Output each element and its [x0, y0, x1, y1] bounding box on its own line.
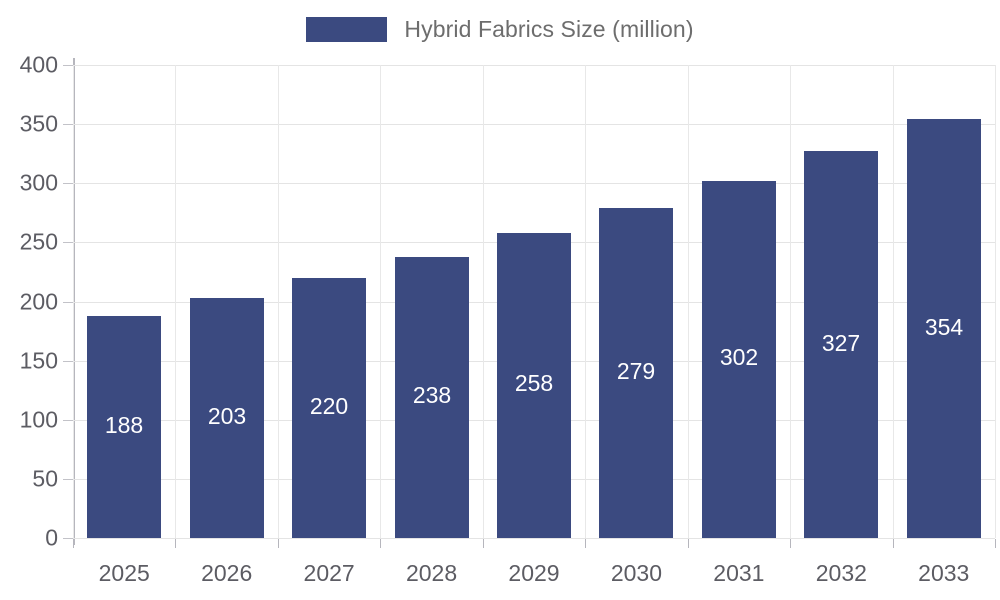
bar[interactable]: 258 — [497, 232, 571, 538]
y-axis-tick-label: 350 — [19, 110, 58, 137]
x-axis-tick-mark — [790, 539, 792, 548]
y-axis-tick-label: 250 — [19, 228, 58, 255]
y-axis-tick-label: 300 — [19, 169, 58, 196]
y-axis-tick-label: 50 — [32, 465, 58, 492]
bar[interactable]: 279 — [599, 208, 673, 538]
gridline-horizontal — [73, 65, 995, 66]
x-axis-tick-mark — [380, 539, 382, 548]
x-axis-tick-mark — [995, 539, 996, 548]
x-axis-tick-mark — [482, 539, 484, 548]
gridline-vertical — [585, 65, 586, 538]
bar-value-label: 238 — [412, 382, 452, 409]
x-axis-tick-label: 2028 — [405, 560, 458, 586]
bar-value-label: 188 — [104, 411, 144, 438]
bar[interactable]: 220 — [292, 277, 366, 538]
y-axis-tick-mark — [63, 478, 73, 480]
bar-value-label: 327 — [821, 329, 861, 356]
y-axis-tick-mark — [63, 419, 73, 421]
bar[interactable]: 354 — [907, 119, 981, 538]
y-axis-tick-mark — [63, 124, 73, 126]
legend-color-swatch-icon — [306, 16, 388, 42]
y-axis-tick-mark — [63, 538, 73, 539]
gridline-vertical — [73, 65, 74, 538]
y-axis-tick-mark — [63, 183, 73, 185]
y-axis-tick-label: 200 — [19, 288, 58, 314]
bar[interactable]: 238 — [395, 256, 469, 538]
y-axis-tick-mark — [63, 65, 73, 66]
bar[interactable]: 327 — [804, 151, 878, 538]
x-axis-tick-label: 2025 — [98, 560, 150, 586]
x-axis-tick-mark — [892, 539, 894, 548]
bar-value-label: 203 — [207, 402, 247, 429]
bar[interactable]: 203 — [190, 297, 264, 538]
y-axis-tick-mark — [63, 301, 73, 303]
legend-label: Hybrid Fabrics Size (million) — [404, 15, 694, 42]
bar-value-label: 302 — [719, 344, 759, 371]
y-axis-tick-mark — [63, 360, 73, 362]
gridline-vertical — [175, 65, 176, 538]
gridline-vertical — [483, 65, 484, 538]
gridline-vertical — [995, 65, 996, 538]
bar[interactable]: 302 — [702, 180, 776, 538]
gridline-vertical — [380, 65, 381, 538]
x-axis-tick-label: 2032 — [815, 560, 867, 586]
bar-value-label: 258 — [514, 370, 554, 397]
y-axis-tick-mark — [63, 242, 73, 244]
bar[interactable]: 188 — [87, 315, 161, 538]
y-axis-tick-label: 400 — [19, 51, 58, 78]
bar-value-label: 279 — [616, 358, 656, 385]
x-axis-tick-mark — [585, 539, 587, 548]
x-axis-tick-label: 2026 — [201, 560, 253, 586]
bar-value-label: 220 — [309, 392, 349, 419]
gridline-horizontal — [73, 538, 995, 539]
x-axis-tick-label: 2031 — [713, 560, 765, 586]
x-axis-tick-label: 2027 — [303, 560, 355, 586]
gridline-vertical — [278, 65, 279, 538]
gridline-horizontal — [73, 124, 995, 126]
plot-area: 188 203 220 238 258 279 302 327 354 — [73, 65, 996, 539]
gridline-horizontal — [73, 183, 995, 185]
legend-entry-hybrid-fabrics-size[interactable]: Hybrid Fabrics Size (million) — [306, 16, 693, 43]
gridline-vertical — [893, 65, 894, 538]
x-axis-tick-mark — [175, 539, 177, 548]
chart-legend: Hybrid Fabrics Size (million) — [0, 0, 1000, 58]
gridline-vertical — [790, 65, 791, 538]
y-axis-tick-label: 100 — [19, 406, 58, 433]
x-axis-tick-mark — [73, 539, 74, 548]
x-axis-tick-label: 2029 — [508, 560, 560, 586]
x-axis-tick-label: 2030 — [610, 560, 663, 586]
x-axis-tick-mark — [277, 539, 279, 548]
gridline-vertical — [688, 65, 689, 538]
x-axis-tick-label: 2033 — [918, 560, 970, 586]
y-axis-tick-label: 0 — [45, 524, 58, 551]
bar-value-label: 354 — [924, 313, 964, 340]
y-axis-tick-label: 150 — [19, 347, 58, 374]
x-axis-tick-mark — [687, 539, 689, 548]
